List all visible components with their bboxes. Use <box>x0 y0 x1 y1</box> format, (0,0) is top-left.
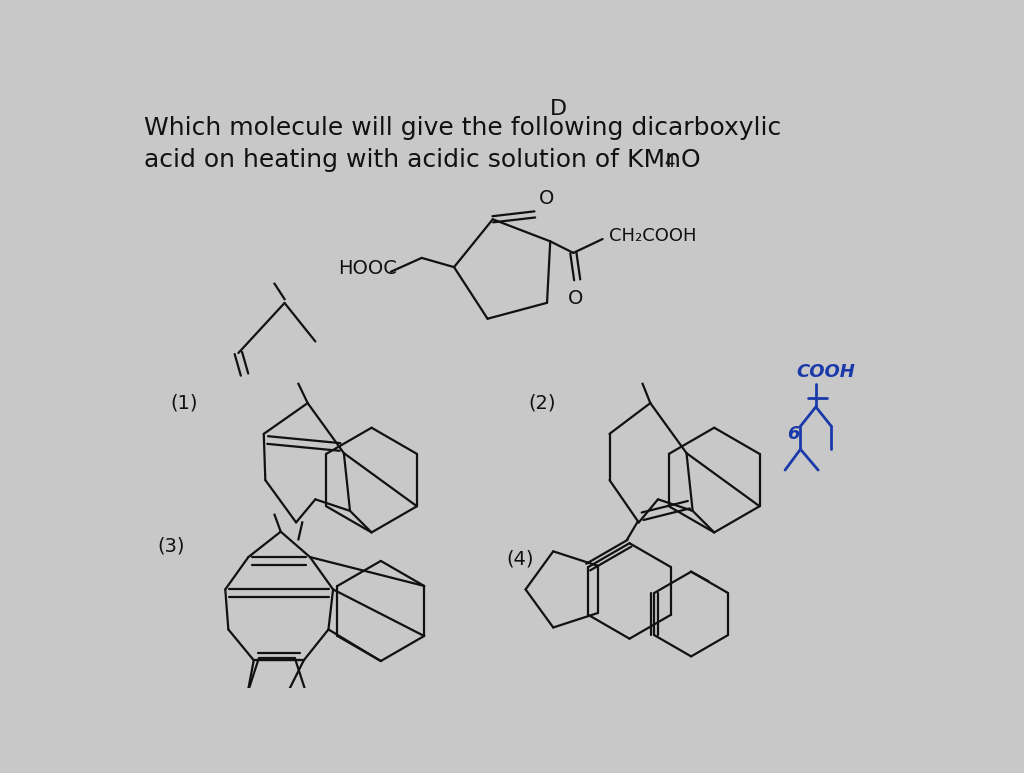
Text: Which molecule will give the following dicarboxylic: Which molecule will give the following d… <box>144 116 781 140</box>
Text: O: O <box>539 189 554 208</box>
Text: D: D <box>550 99 567 119</box>
Text: (2): (2) <box>528 393 556 413</box>
Text: acid on heating with acidic solution of KMnO: acid on heating with acidic solution of … <box>144 148 701 172</box>
Text: (1): (1) <box>171 393 198 413</box>
Text: (4): (4) <box>506 549 534 568</box>
Text: 6: 6 <box>787 425 800 443</box>
Text: (3): (3) <box>158 536 185 555</box>
Text: COOH: COOH <box>797 363 855 381</box>
Text: 4: 4 <box>665 153 675 171</box>
Text: O: O <box>568 289 584 308</box>
Text: HOOC: HOOC <box>339 259 397 278</box>
Text: CH₂COOH: CH₂COOH <box>608 227 696 245</box>
